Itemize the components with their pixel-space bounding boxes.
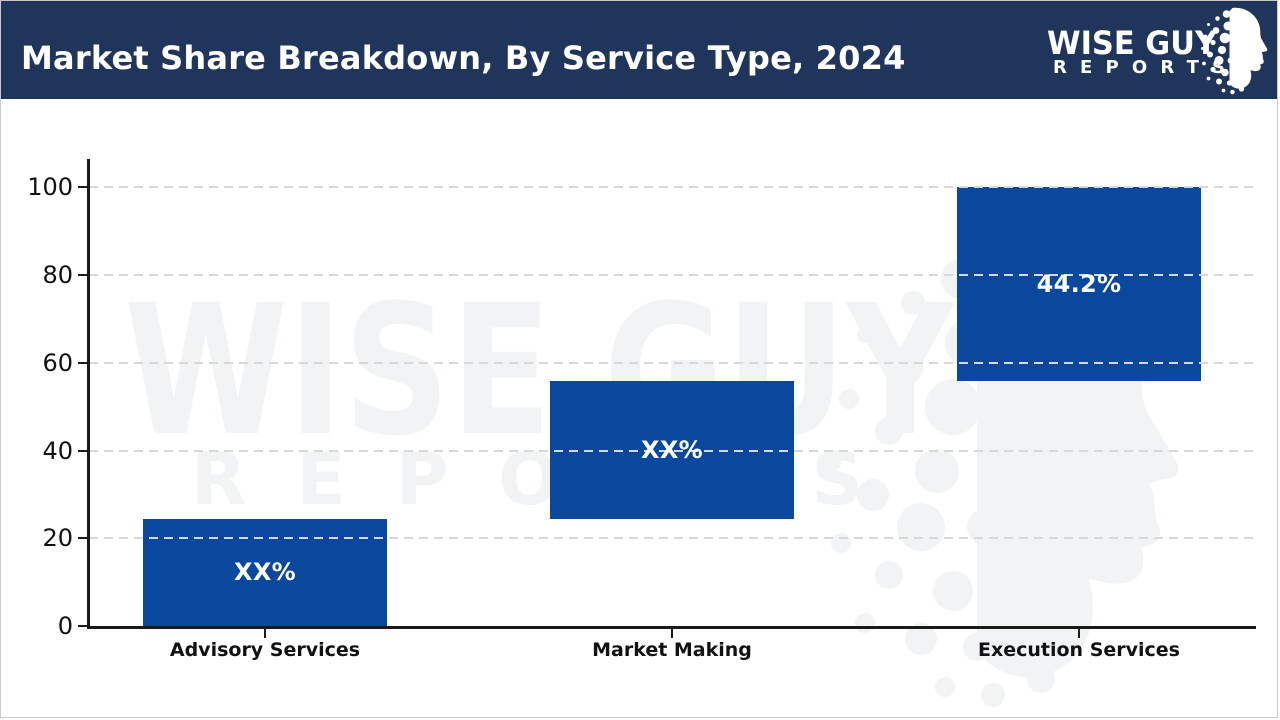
y-tick-label-40: 40: [42, 436, 73, 465]
brand-name: WISE GUY: [1047, 24, 1218, 62]
x-tick-label-1: Market Making: [592, 639, 752, 661]
y-tick-label-100: 100: [27, 173, 73, 202]
y-tick-label-20: 20: [42, 524, 73, 553]
bar-label-advisory-services: XX%: [234, 558, 296, 587]
bar-label-market-making: XX%: [641, 435, 703, 464]
gridline-40: [89, 449, 1254, 452]
bar-advisory-services: [143, 518, 387, 626]
bar-label-box-advisory-services: XX%: [143, 519, 387, 626]
y-tick-label-80: 80: [42, 261, 73, 290]
y-tick-80: [78, 274, 87, 277]
gridline-20: [89, 537, 1254, 540]
gridline-80: [89, 274, 1254, 277]
y-tick-label-0: 0: [57, 612, 73, 640]
bar-label-execution-services: 44.2%: [1036, 270, 1122, 299]
bar-label-box-market-making: XX%: [550, 381, 794, 518]
brand-logo: WISE GUY REPORTS: [1047, 7, 1268, 95]
bar-label-box-execution-services: 44.2%: [957, 187, 1201, 381]
bar-execution-services: [957, 187, 1201, 382]
y-tick-100: [78, 186, 87, 189]
y-tick-0: [78, 625, 87, 627]
gridline-60: [89, 361, 1254, 364]
watermark-brand: WISE GUY: [124, 267, 956, 476]
gridline-100: [89, 186, 1254, 189]
y-axis-line: [87, 159, 90, 629]
x-axis-line: [87, 626, 1256, 629]
y-tick-20: [78, 537, 87, 540]
y-tick-label-60: 60: [42, 348, 73, 377]
x-tick-label-2: Execution Services: [978, 639, 1180, 661]
y-tick-60: [78, 361, 87, 364]
header-bar: Market Share Breakdown, By Service Type,…: [1, 1, 1277, 99]
page-title: Market Share Breakdown, By Service Type,…: [21, 39, 906, 77]
x-tick-1: [671, 629, 673, 638]
x-tick-label-0: Advisory Services: [169, 639, 361, 661]
y-tick-40: [78, 449, 87, 452]
x-tick-0: [264, 629, 266, 638]
x-tick-2: [1078, 629, 1080, 638]
